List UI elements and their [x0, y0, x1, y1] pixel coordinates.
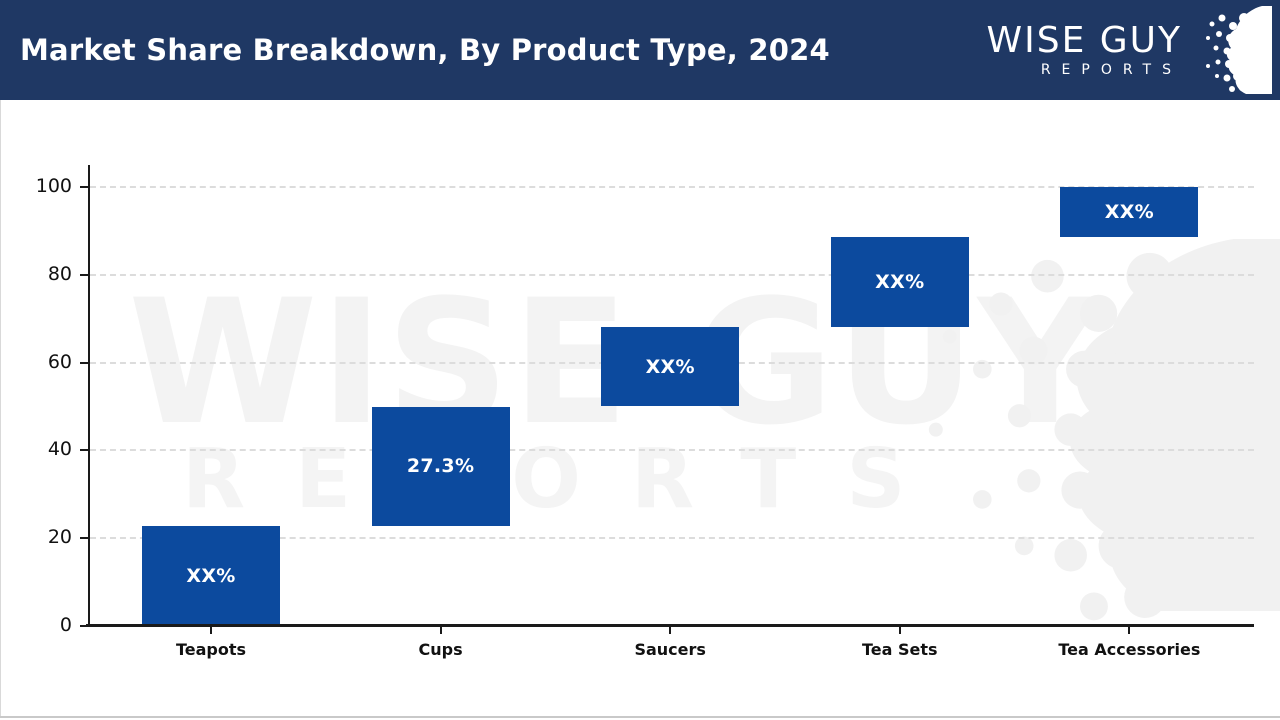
y-tick-label: 0: [59, 614, 72, 636]
y-tick-label: 20: [47, 526, 72, 549]
bar-segment: 27.3%: [371, 406, 510, 527]
x-tick-mark: [210, 627, 212, 634]
x-tick-mark: [439, 627, 442, 634]
x-tick-mark: [898, 627, 901, 634]
bar-value-label: XX%: [186, 565, 236, 588]
gridline: [90, 273, 1254, 276]
y-tick-label: 60: [47, 350, 72, 373]
bar-value-label: XX%: [875, 270, 925, 293]
left-border: [0, 100, 1, 716]
y-tick-mark: [80, 537, 88, 540]
logo-wordmark: WISE GUY REPORTS: [987, 22, 1183, 78]
bar-value-label: 27.3%: [406, 455, 475, 478]
x-category-label: Tea Sets: [862, 640, 938, 659]
brand-logo: WISE GUY REPORTS: [987, 6, 1272, 94]
header: Market Share Breakdown, By Product Type,…: [0, 0, 1280, 100]
bottom-border: [0, 716, 1280, 718]
y-tick-label: 80: [47, 262, 72, 285]
bar-segment: XX%: [1060, 187, 1199, 237]
y-tick-mark: [80, 449, 88, 452]
bar-segment: XX%: [142, 526, 280, 626]
y-tick-mark: [80, 273, 88, 276]
y-tick-mark: [80, 186, 88, 188]
x-category-label: Teapots: [175, 640, 247, 659]
x-category-label: Cups: [418, 640, 463, 659]
x-category-label: Tea Accessories: [1058, 640, 1201, 659]
watermark-face-icon: [928, 238, 1280, 621]
x-axis-line: [86, 624, 1254, 627]
page-title: Market Share Breakdown, By Product Type,…: [20, 33, 830, 67]
dotted-face-icon: [1206, 6, 1272, 94]
x-tick-mark: [669, 627, 672, 634]
logo-wordmark-line2: REPORTS: [1040, 61, 1182, 78]
gridline: [90, 449, 1254, 452]
y-axis-line: [88, 165, 90, 627]
x-category-label: Saucers: [634, 640, 706, 659]
bar-value-label: XX%: [1104, 200, 1155, 223]
y-tick-label: 40: [47, 438, 72, 461]
y-tick-mark: [80, 625, 88, 627]
y-tick-mark: [80, 361, 88, 364]
bar-segment: XX%: [830, 236, 969, 327]
x-tick-mark: [1128, 627, 1131, 634]
y-tick-label: 100: [35, 175, 72, 197]
bar-value-label: XX%: [645, 355, 695, 378]
logo-wordmark-line1: WISE GUY: [986, 20, 1182, 62]
gridline: [90, 186, 1254, 188]
bar-segment: XX%: [601, 326, 740, 407]
gridline: [90, 537, 1254, 540]
watermark-subtitle: REPORTS: [182, 432, 956, 527]
